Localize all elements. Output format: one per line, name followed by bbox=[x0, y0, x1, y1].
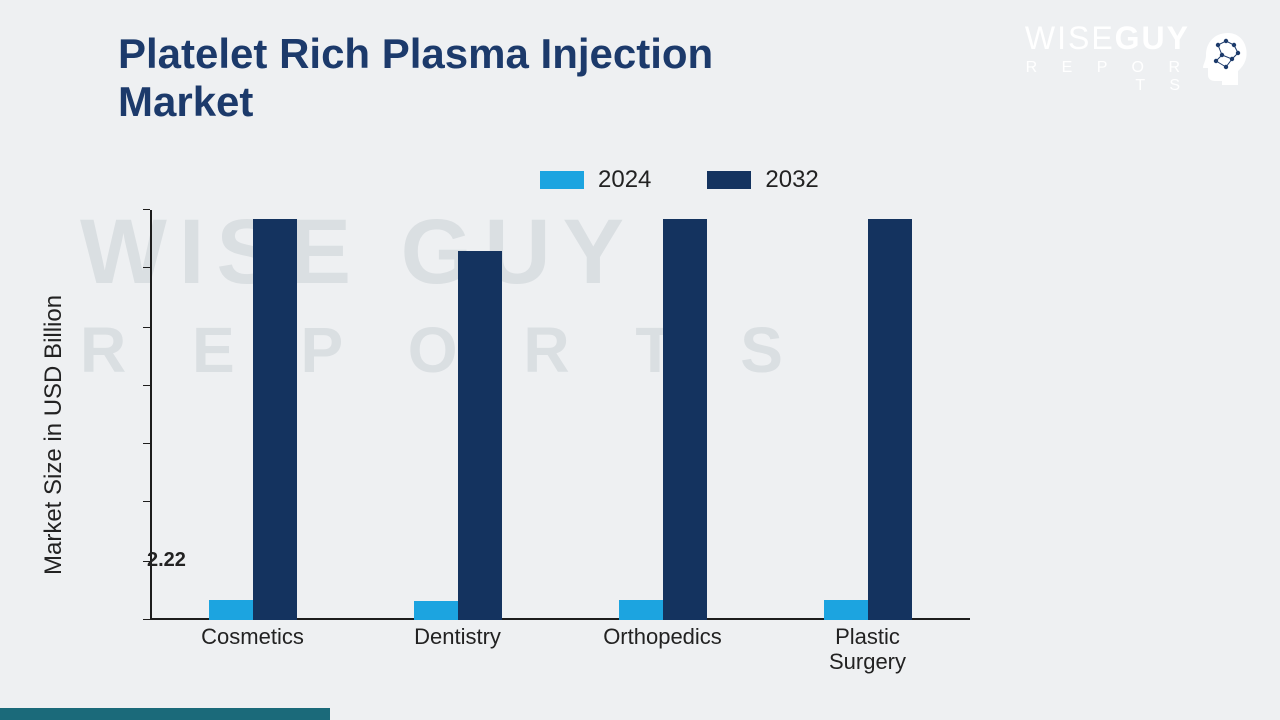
bar bbox=[663, 219, 707, 620]
legend: 2024 2032 bbox=[540, 166, 819, 194]
bar-value-label: 2.22 bbox=[147, 549, 186, 572]
y-axis-label: Market Size in USD Billion bbox=[40, 295, 68, 575]
chart-stage: WISE GUY R E P O R T S WISEGUY R E P O R… bbox=[0, 0, 1280, 720]
bar-groups: 2.22 bbox=[150, 210, 970, 620]
chart-title: Platelet Rich Plasma Injection Market bbox=[118, 30, 738, 127]
x-axis-label: PlasticSurgery bbox=[765, 624, 970, 675]
logo-word-wise: WISE bbox=[1025, 20, 1115, 56]
bar bbox=[824, 600, 868, 620]
chart-plot: 2.22 bbox=[150, 210, 970, 620]
bottom-accent-bar bbox=[0, 708, 330, 720]
bar bbox=[209, 600, 253, 620]
head-icon bbox=[1198, 31, 1252, 85]
x-axis-label: Dentistry bbox=[355, 624, 560, 675]
y-tick bbox=[143, 443, 150, 444]
bar bbox=[253, 219, 297, 620]
legend-label-2032: 2032 bbox=[765, 166, 818, 194]
bar bbox=[868, 219, 912, 620]
y-tick bbox=[143, 619, 150, 620]
legend-label-2024: 2024 bbox=[598, 166, 651, 194]
logo-word-guy: GUY bbox=[1115, 20, 1190, 56]
bar-group bbox=[355, 210, 560, 620]
bar bbox=[458, 251, 502, 620]
y-tick bbox=[143, 501, 150, 502]
legend-item-2032: 2032 bbox=[707, 166, 818, 194]
bar-group bbox=[765, 210, 970, 620]
bar-group bbox=[560, 210, 765, 620]
y-tick bbox=[143, 385, 150, 386]
bar bbox=[414, 601, 458, 620]
right-panel bbox=[965, 0, 1280, 720]
brand-logo: WISEGUY R E P O R T S bbox=[992, 20, 1252, 95]
legend-swatch-2032 bbox=[707, 171, 751, 189]
x-axis-label: Cosmetics bbox=[150, 624, 355, 675]
legend-item-2024: 2024 bbox=[540, 166, 651, 194]
bar bbox=[619, 600, 663, 620]
logo-line2: R E P O R T S bbox=[992, 59, 1190, 95]
y-tick bbox=[143, 267, 150, 268]
y-tick bbox=[143, 209, 150, 210]
bar-group: 2.22 bbox=[150, 210, 355, 620]
y-tick bbox=[143, 327, 150, 328]
x-axis-label: Orthopedics bbox=[560, 624, 765, 675]
legend-swatch-2024 bbox=[540, 171, 584, 189]
x-axis-labels: CosmeticsDentistryOrthopedicsPlasticSurg… bbox=[150, 624, 970, 675]
logo-line1: WISEGUY bbox=[992, 20, 1190, 57]
